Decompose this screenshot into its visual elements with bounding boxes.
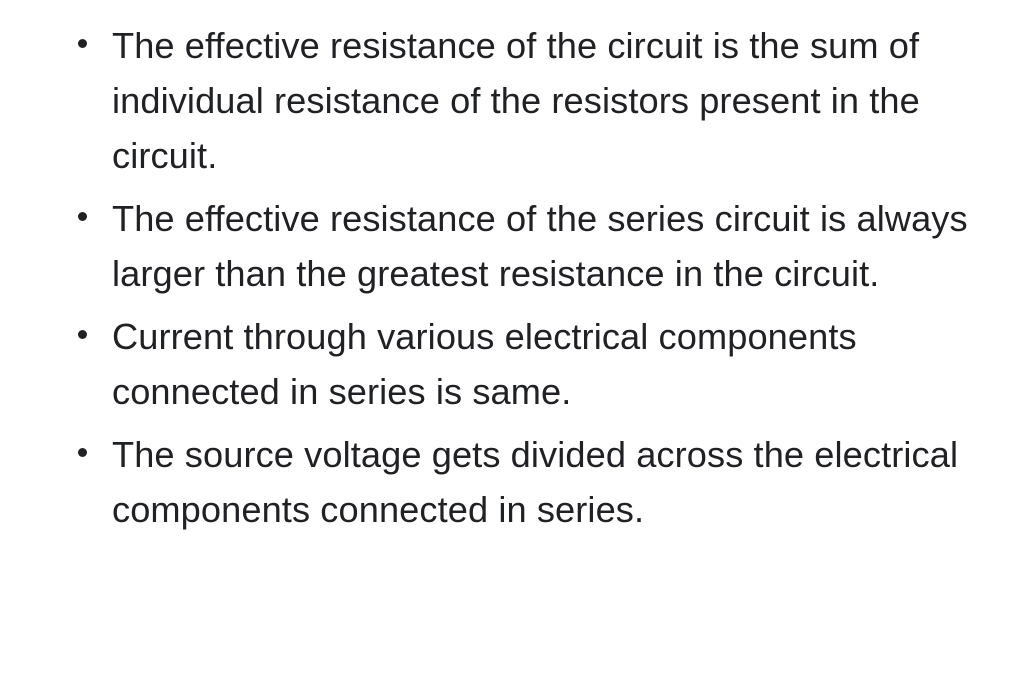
list-item: The effective resistance of the series c… xyxy=(40,191,984,301)
list-item: The source voltage gets divided across t… xyxy=(40,427,984,537)
list-item: Current through various electrical compo… xyxy=(40,309,984,419)
list-item-text: The source voltage gets divided across t… xyxy=(112,434,958,530)
list-item-text: The effective resistance of the circuit … xyxy=(112,25,920,176)
list-item-text: The effective resistance of the series c… xyxy=(112,198,968,294)
list-item-text: Current through various electrical compo… xyxy=(112,316,857,412)
bullet-list: The effective resistance of the circuit … xyxy=(40,18,984,537)
document-page: The effective resistance of the circuit … xyxy=(0,0,1024,694)
list-item: The effective resistance of the circuit … xyxy=(40,18,984,183)
